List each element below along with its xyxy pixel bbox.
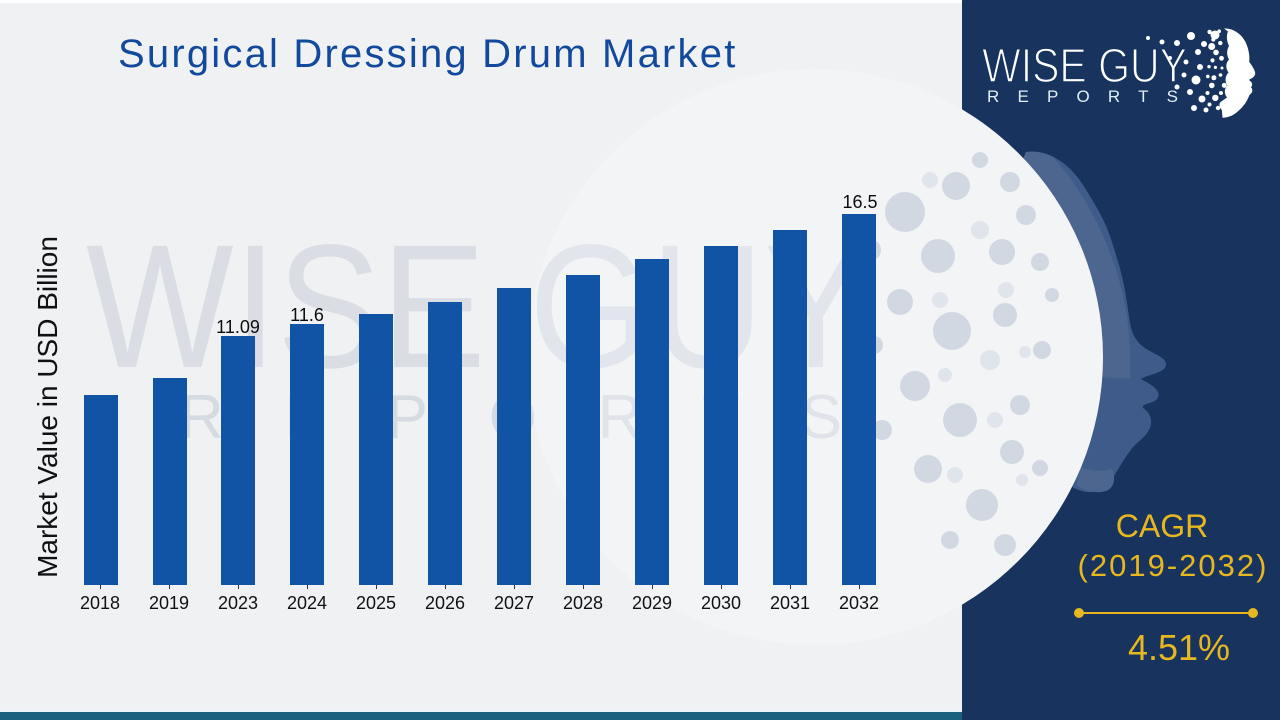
- svg-text:WISE GUY: WISE GUY: [982, 40, 1187, 93]
